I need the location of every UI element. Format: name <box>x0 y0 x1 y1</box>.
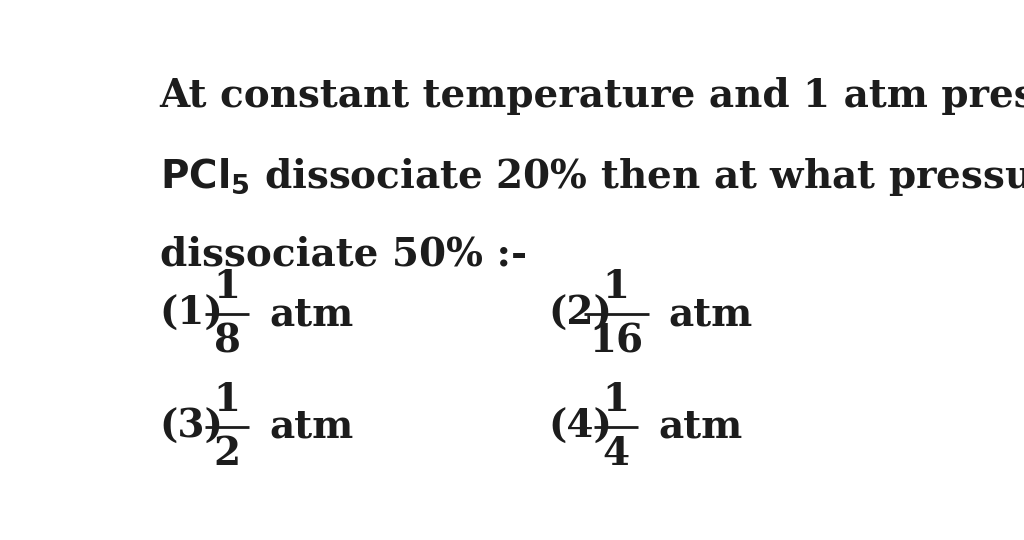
Text: atm: atm <box>658 408 742 445</box>
Text: (1): (1) <box>160 295 223 333</box>
Text: 1: 1 <box>214 381 241 418</box>
Text: (4): (4) <box>549 408 612 445</box>
Text: dissociate 50% :-: dissociate 50% :- <box>160 235 527 273</box>
Text: 4: 4 <box>602 435 630 472</box>
Text: 8: 8 <box>214 322 241 360</box>
Text: atm: atm <box>269 295 353 333</box>
Text: At constant temperature and 1 atm pressure,: At constant temperature and 1 atm pressu… <box>160 77 1024 115</box>
Text: (2): (2) <box>549 295 612 333</box>
Text: $\mathbf{PCl_5}$ dissociate 20% then at what pressure $\mathbf{PCl_5}$: $\mathbf{PCl_5}$ dissociate 20% then at … <box>160 156 1024 198</box>
Text: 1: 1 <box>214 268 241 306</box>
Text: atm: atm <box>269 408 353 445</box>
Text: 1: 1 <box>602 381 630 418</box>
Text: 1: 1 <box>602 268 630 306</box>
Text: (3): (3) <box>160 408 223 445</box>
Text: 2: 2 <box>214 435 241 472</box>
Text: atm: atm <box>669 295 753 333</box>
Text: 16: 16 <box>589 322 643 360</box>
